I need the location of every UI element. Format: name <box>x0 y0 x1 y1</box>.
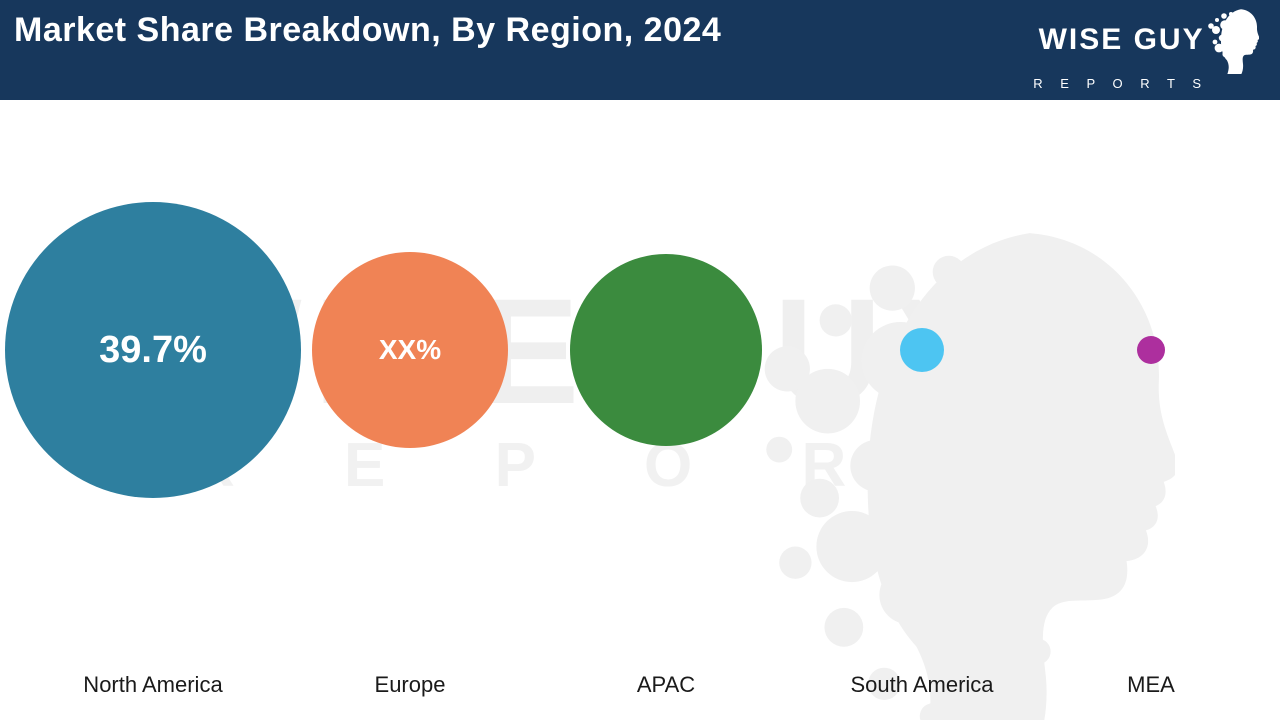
bubble-value-label-europe: XX% <box>378 334 442 365</box>
bubble-north-america: 39.7% <box>5 202 301 498</box>
logo-subtext: R E P O R T S <box>1033 76 1208 91</box>
dotted-head-profile-icon <box>1207 9 1259 74</box>
bubble-chart: WISE GUY R E P O R T S 39.7%North Americ… <box>0 100 1280 720</box>
category-label-apac: APAC <box>636 672 696 697</box>
bubble-apac <box>570 254 762 446</box>
bubble-south-america <box>900 328 944 372</box>
category-label-europe: Europe <box>374 672 446 697</box>
bubble-mea <box>1137 336 1165 364</box>
bubble-value-label-north-america: 39.7% <box>99 328 207 371</box>
page-title: Market Share Breakdown, By Region, 2024 <box>14 11 722 49</box>
dotted-head-profile-watermark <box>764 233 1175 720</box>
header: Market Share Breakdown, By Region, 2024 … <box>0 0 1280 100</box>
category-label-mea: MEA <box>1127 672 1175 697</box>
category-label-north-america: North America <box>83 672 223 697</box>
bubble-europe: XX% <box>312 252 508 448</box>
category-label-south-america: South America <box>850 672 994 697</box>
logo-text: WISE GUY <box>1038 23 1205 56</box>
brand-logo: WISE GUY R E P O R T S <box>1033 6 1264 91</box>
